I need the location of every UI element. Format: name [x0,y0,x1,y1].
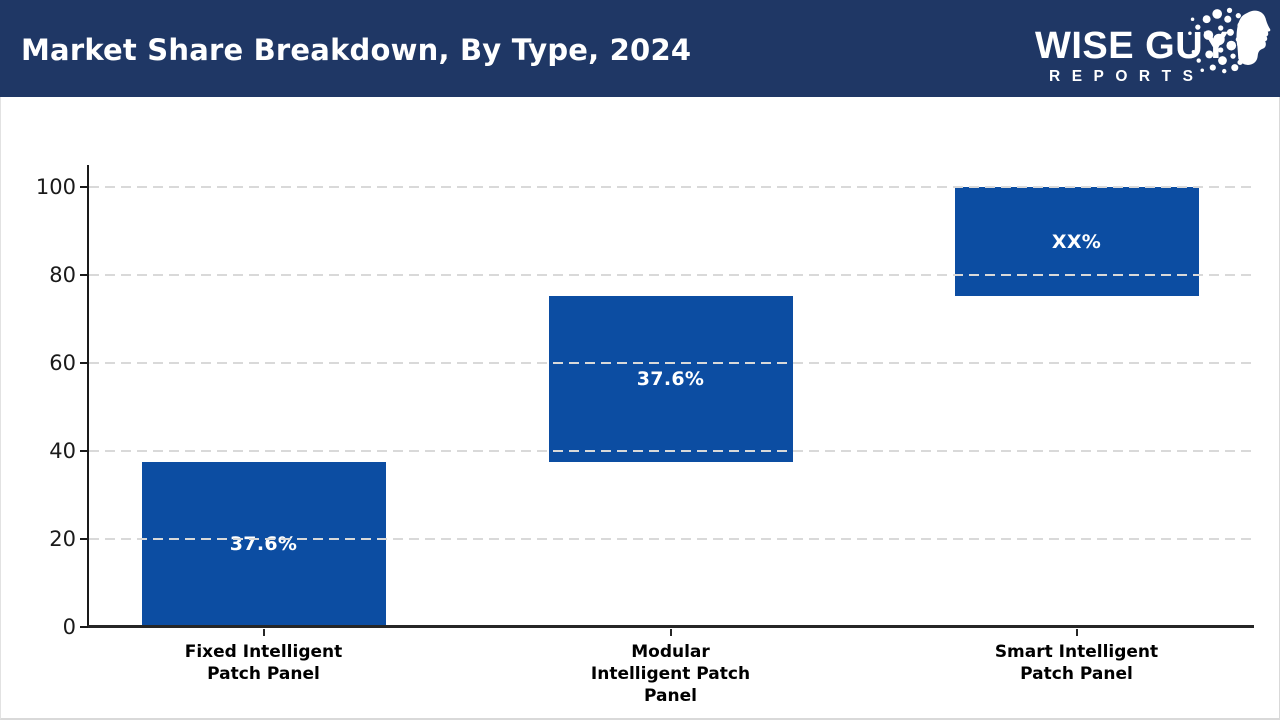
y-tick-label-100: 100 [35,175,76,199]
y-tick-label-0: 0 [62,615,76,639]
y-tick-label-60: 60 [49,351,76,375]
x-tick-mark-1 [262,629,265,636]
gridline-80 [89,274,1253,276]
x-tick-mark-3 [1075,629,1078,636]
bar-fixed-intelligent-patch-panel: 37.6% [141,461,386,627]
bar-value-label: 37.6% [229,533,298,556]
y-tick-mark-80 [80,274,88,276]
y-tick-label-40: 40 [49,439,76,463]
gridline-60 [89,362,1253,364]
category-label: Fixed Intelligent Patch Panel [184,642,343,684]
chart-title: Market Share Breakdown, By Type, 2024 [21,33,692,67]
logo-wordmark: WISE GUY [1035,25,1229,67]
bar-modular-intelligent-patch-panel: 37.6% [548,296,793,462]
logo-reports-text: REPORTS [1049,68,1204,85]
y-tick-mark-100 [80,186,88,188]
bar-value-label: 37.6% [636,367,705,390]
bar-smart-intelligent-patch-panel: XX% [954,187,1199,297]
x-axis [87,625,1254,628]
y-tick-mark-40 [80,450,88,452]
y-tick-label-20: 20 [49,527,76,551]
category-label: Modular Intelligent Patch Panel [590,642,751,706]
wise-guy-reports-logo: WISE GUY REPORTS [1035,7,1271,85]
y-tick-mark-0 [80,626,88,628]
y-tick-mark-20 [80,538,88,540]
gridline-100 [89,186,1253,188]
header-bar: Market Share Breakdown, By Type, 2024 WI… [0,0,1280,97]
gridline-40 [89,450,1253,452]
y-tick-mark-60 [80,362,88,364]
y-tick-label-80: 80 [49,263,76,287]
gridline-20 [89,538,1253,540]
x-tick-mark-2 [669,629,672,636]
category-label: Smart Intelligent Patch Panel [994,642,1159,684]
bar-value-label: XX% [1051,230,1102,253]
y-axis [87,165,89,628]
